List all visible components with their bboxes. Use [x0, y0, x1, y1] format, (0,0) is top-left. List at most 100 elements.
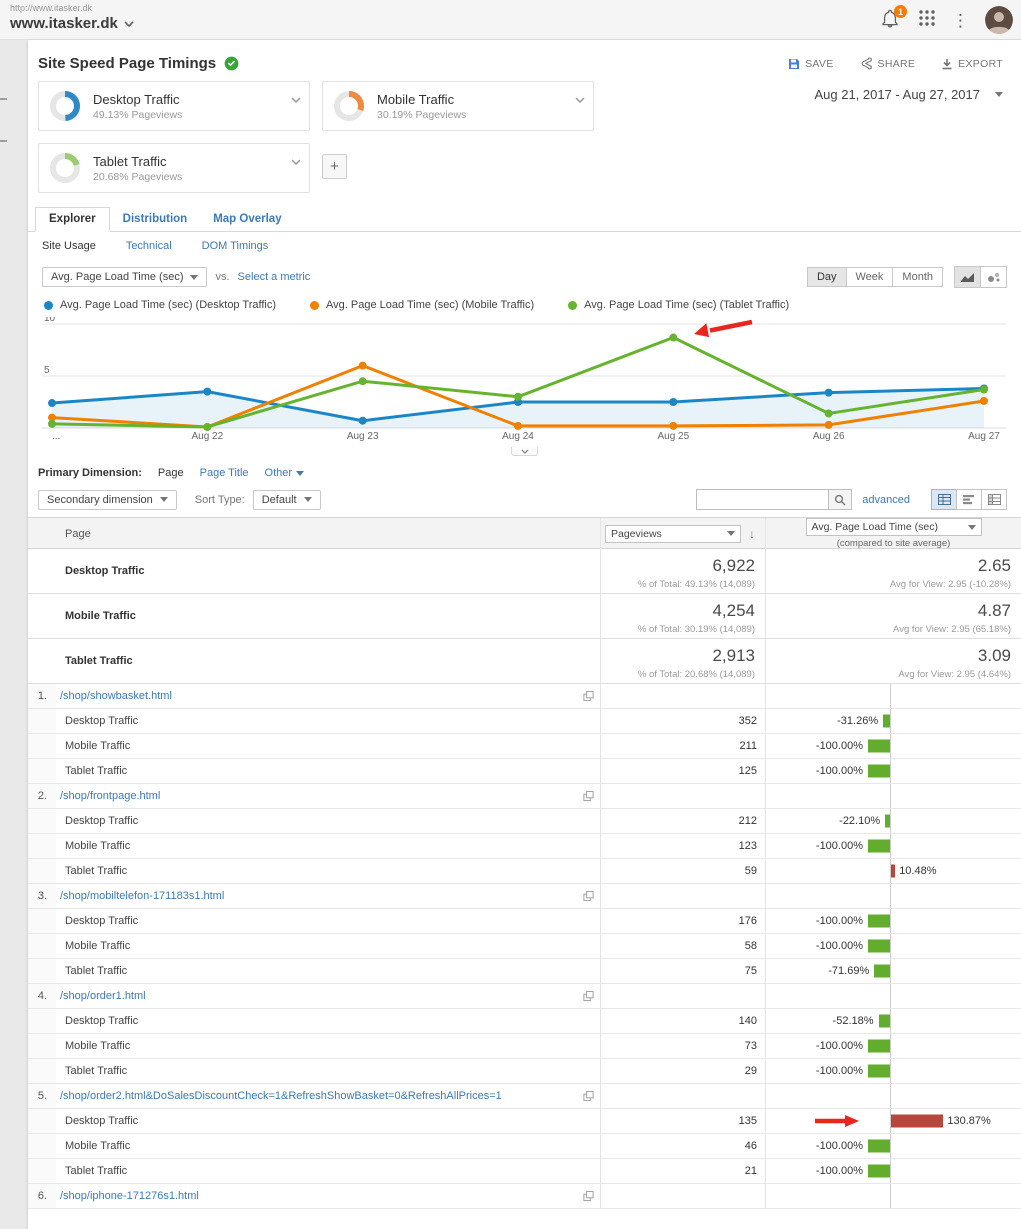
date-range-selector[interactable]: Aug 21, 2017 - Aug 27, 2017 — [814, 87, 1003, 102]
dimension-other[interactable]: Other — [265, 467, 305, 479]
motion-chart-icon[interactable] — [980, 266, 1007, 288]
pageviews-value: 29 — [600, 1059, 765, 1083]
comparison-value: -31.26% — [837, 715, 879, 727]
bar-axis — [890, 1034, 891, 1058]
granularity-week[interactable]: Week — [845, 267, 894, 287]
more-menu-icon[interactable]: ⋮ — [952, 10, 969, 30]
page-link[interactable]: /shop/iphone-171276s1.html — [60, 1190, 199, 1202]
report-panel: Site Speed Page Timings SAVE SHARE EXPOR… — [28, 40, 1021, 1229]
bar-axis — [890, 759, 891, 783]
performance-view-icon[interactable] — [956, 489, 982, 510]
comparison-value: -52.18% — [832, 1015, 874, 1027]
segment-card-mobile[interactable]: Mobile Traffic 30.19% Pageviews — [322, 81, 594, 131]
avatar-image — [985, 6, 1013, 34]
granularity-day[interactable]: Day — [806, 267, 847, 287]
chevron-down-icon — [995, 92, 1003, 97]
chevron-down-icon[interactable] — [575, 90, 585, 108]
table-row-segment: Mobile Traffic 211 -100.00% — [28, 734, 1021, 759]
bar-axis — [890, 959, 891, 983]
subtab-dom-timings[interactable]: DOM Timings — [201, 240, 269, 252]
top-bar: http://www.itasker.dk www.itasker.dk 1 ⋮ — [0, 0, 1021, 40]
data-table-view-icon[interactable] — [931, 489, 957, 510]
comparison-value: -100.00% — [815, 1040, 863, 1052]
metric-column-note: (compared to site average) — [836, 538, 951, 549]
pageviews-value: 212 — [600, 809, 765, 833]
table-row-url: 5. /shop/order2.html&DoSalesDiscountCheck… — [28, 1084, 1021, 1109]
comparison-bar — [868, 914, 890, 928]
segment-card-tablet[interactable]: Tablet Traffic 20.68% Pageviews — [38, 143, 310, 193]
page-column-header[interactable]: Page — [65, 527, 91, 540]
pivot-view-icon[interactable] — [981, 489, 1007, 510]
subtab-site-usage[interactable]: Site Usage — [42, 240, 96, 252]
segment-name: Mobile Traffic — [377, 91, 455, 107]
notifications-button[interactable]: 1 — [880, 5, 907, 32]
chevron-down-icon[interactable] — [291, 152, 301, 170]
dimension-page[interactable]: Page — [157, 467, 184, 479]
save-button[interactable]: SAVE — [788, 57, 833, 70]
table-row-segment: Desktop Traffic 212 -22.10% — [28, 809, 1021, 834]
summary-row: Tablet Traffic 2,913 % of Total: 20.68% (1… — [28, 639, 1021, 684]
add-segment-button[interactable]: + — [322, 154, 347, 179]
legend-dot-desktop — [44, 300, 53, 310]
sort-type-button[interactable]: Default — [252, 489, 321, 510]
save-icon — [789, 58, 800, 69]
page-link[interactable]: /shop/showbasket.html — [60, 690, 172, 702]
tablet-donut-icon — [50, 153, 80, 183]
table-view-icons — [931, 489, 1007, 510]
legend-dot-mobile — [310, 300, 320, 310]
export-button[interactable]: EXPORT — [941, 57, 1003, 70]
svg-text:Aug 23: Aug 23 — [347, 431, 379, 442]
timeseries-chart[interactable]: 5 10... Aug 22 Aug 23 Aug 24 Aug 25 Aug 26 Aug … — [28, 313, 1021, 448]
advanced-filter-link[interactable]: advanced — [862, 493, 910, 506]
svg-text:10: 10 — [44, 317, 56, 324]
row-index: 6. — [28, 1184, 56, 1208]
segment-card-desktop[interactable]: Desktop Traffic 49.13% Pageviews — [38, 81, 310, 131]
collapsed-sidebar — [0, 40, 28, 1229]
pageviews-value: 140 — [600, 1009, 765, 1033]
comparison-bar — [868, 1064, 890, 1078]
avatar[interactable] — [985, 6, 1013, 34]
tab-explorer[interactable]: Explorer — [35, 207, 110, 232]
tab-map-overlay[interactable]: Map Overlay — [213, 213, 282, 225]
pageviews-column-select[interactable]: Pageviews — [605, 524, 741, 543]
legend-label: Avg. Page Load Time (sec) (Desktop Traff… — [60, 299, 277, 311]
open-page-icon[interactable] — [583, 990, 594, 1002]
summary-label: Desktop Traffic — [65, 565, 145, 577]
sidebar-tick — [0, 140, 7, 142]
chevron-down-icon[interactable] — [291, 90, 301, 108]
open-page-icon[interactable] — [583, 690, 594, 702]
dimension-page-title[interactable]: Page Title — [199, 467, 249, 479]
row-index: 5. — [28, 1084, 56, 1108]
share-button[interactable]: SHARE — [860, 57, 916, 70]
page-link[interactable]: /shop/order1.html — [60, 990, 146, 1002]
account-selector[interactable]: www.itasker.dk — [10, 15, 1021, 32]
open-page-icon[interactable] — [583, 1190, 594, 1202]
secondary-dimension-button[interactable]: Secondary dimension — [38, 489, 177, 510]
sort-direction-icon[interactable]: ↓ — [749, 526, 755, 541]
row-index: 4. — [28, 984, 56, 1008]
pageviews-value: 176 — [600, 909, 765, 933]
search-button[interactable] — [828, 489, 853, 510]
comparison-value: 10.48% — [899, 865, 937, 877]
page-link[interactable]: /shop/frontpage.html — [60, 790, 161, 802]
open-page-icon[interactable] — [583, 890, 594, 902]
metric-picker-row: Avg. Page Load Time (sec) vs. Select a m… — [28, 259, 1021, 293]
page-link[interactable]: /shop/order2.html&DoSalesDiscountCheck=1… — [60, 1090, 502, 1102]
apps-grid-icon[interactable] — [918, 9, 936, 32]
select-metric-link[interactable]: Select a metric — [237, 271, 311, 283]
chevron-down-icon — [124, 20, 134, 27]
chart-collapse-handle[interactable] — [511, 447, 538, 456]
metric-selector[interactable]: Avg. Page Load Time (sec) — [42, 267, 208, 287]
granularity-month[interactable]: Month — [892, 267, 943, 287]
table-search-input[interactable] — [696, 489, 829, 510]
subtab-technical[interactable]: Technical — [125, 240, 172, 252]
svg-text:Aug 24: Aug 24 — [502, 431, 534, 442]
open-page-icon[interactable] — [583, 790, 594, 802]
line-chart-icon[interactable] — [954, 266, 981, 288]
page-link[interactable]: /shop/mobiltelefon-171183s1.html — [60, 890, 225, 902]
summary-row: Desktop Traffic 6,922 % of Total: 49.13% (… — [28, 549, 1021, 594]
metric-column-select[interactable]: Avg. Page Load Time (sec) — [805, 518, 982, 536]
open-page-icon[interactable] — [583, 1090, 594, 1102]
comparison-value: 130.87% — [947, 1115, 991, 1127]
tab-distribution[interactable]: Distribution — [122, 213, 188, 225]
